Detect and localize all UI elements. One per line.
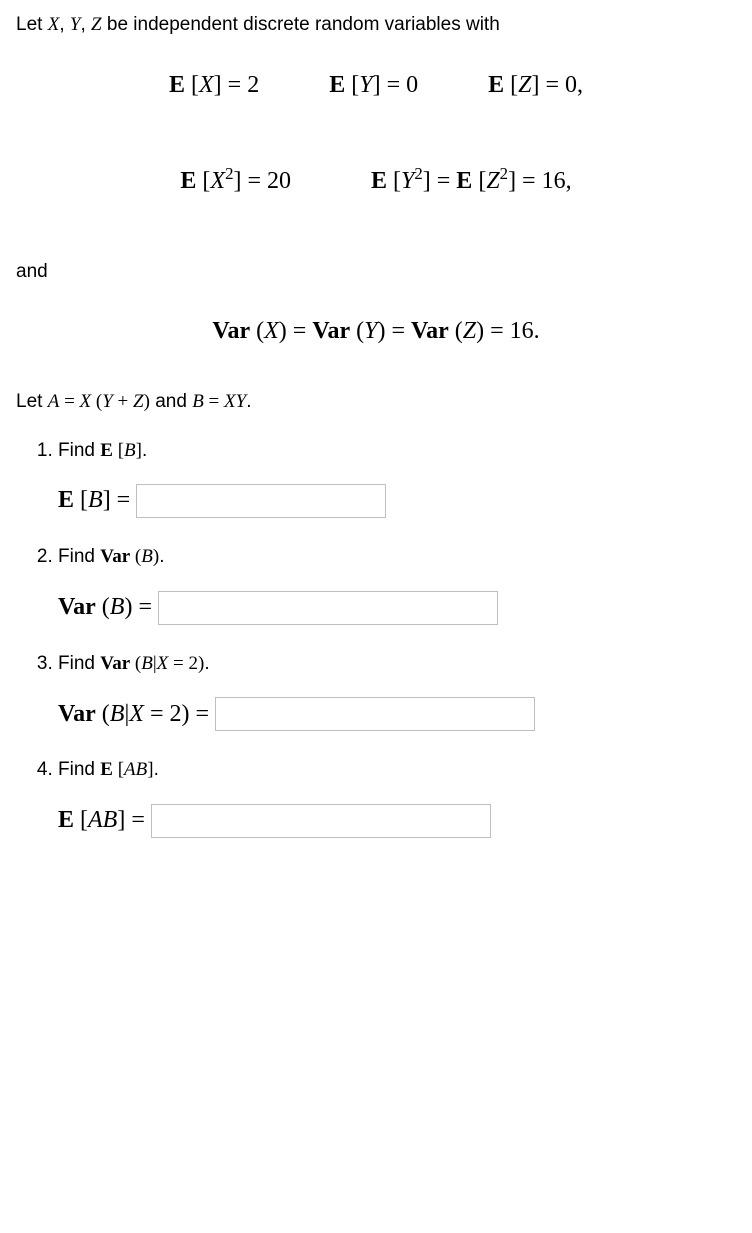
- q4-prompt: Find E [AB].: [58, 757, 736, 784]
- equation-row-2: E [X2] = 20 E [Y2] = E [Z2] = 16,: [16, 162, 736, 199]
- and-label: and: [16, 259, 736, 286]
- question-1: Find E [B]. E [B] =: [58, 438, 736, 519]
- q1-answer-line: E [B] =: [58, 484, 736, 518]
- q3-answer-input[interactable]: [215, 697, 535, 731]
- question-list: Find E [B]. E [B] = Find Var (B). Var (B…: [16, 438, 736, 838]
- eq-ez: E [Z] = 0,: [488, 69, 583, 103]
- q3-prompt: Find Var (B|X = 2).: [58, 651, 736, 678]
- q3-answer-line: Var (B|X = 2) =: [58, 697, 736, 731]
- q2-answer-line: Var (B) =: [58, 591, 736, 625]
- q1-answer-label: E [B] =: [58, 484, 130, 518]
- q4-answer-line: E [AB] =: [58, 804, 736, 838]
- q2-answer-input[interactable]: [158, 591, 498, 625]
- variance-equation: Var (X) = Var (Y) = Var (Z) = 16.: [16, 315, 736, 349]
- q2-answer-label: Var (B) =: [58, 591, 152, 625]
- q1-prompt: Find E [B].: [58, 438, 736, 465]
- eq-ey2-ez2: E [Y2] = E [Z2] = 16,: [371, 162, 572, 199]
- eq-ex: E [X] = 2: [169, 69, 259, 103]
- let-ab-line: Let A = X (Y + Z) and B = XY.: [16, 389, 736, 416]
- eq-ey: E [Y] = 0: [329, 69, 418, 103]
- q3-answer-label: Var (B|X = 2) =: [58, 698, 209, 732]
- q4-answer-label: E [AB] =: [58, 804, 145, 838]
- intro-text: Let X, Y, Z be independent discrete rand…: [16, 12, 736, 39]
- question-2: Find Var (B). Var (B) =: [58, 544, 736, 625]
- equation-row-1: E [X] = 2 E [Y] = 0 E [Z] = 0,: [16, 69, 736, 103]
- question-4: Find E [AB]. E [AB] =: [58, 757, 736, 838]
- q1-answer-input[interactable]: [136, 484, 386, 518]
- question-3: Find Var (B|X = 2). Var (B|X = 2) =: [58, 651, 736, 732]
- eq-ex2: E [X2] = 20: [180, 162, 291, 199]
- q2-prompt: Find Var (B).: [58, 544, 736, 571]
- q4-answer-input[interactable]: [151, 804, 491, 838]
